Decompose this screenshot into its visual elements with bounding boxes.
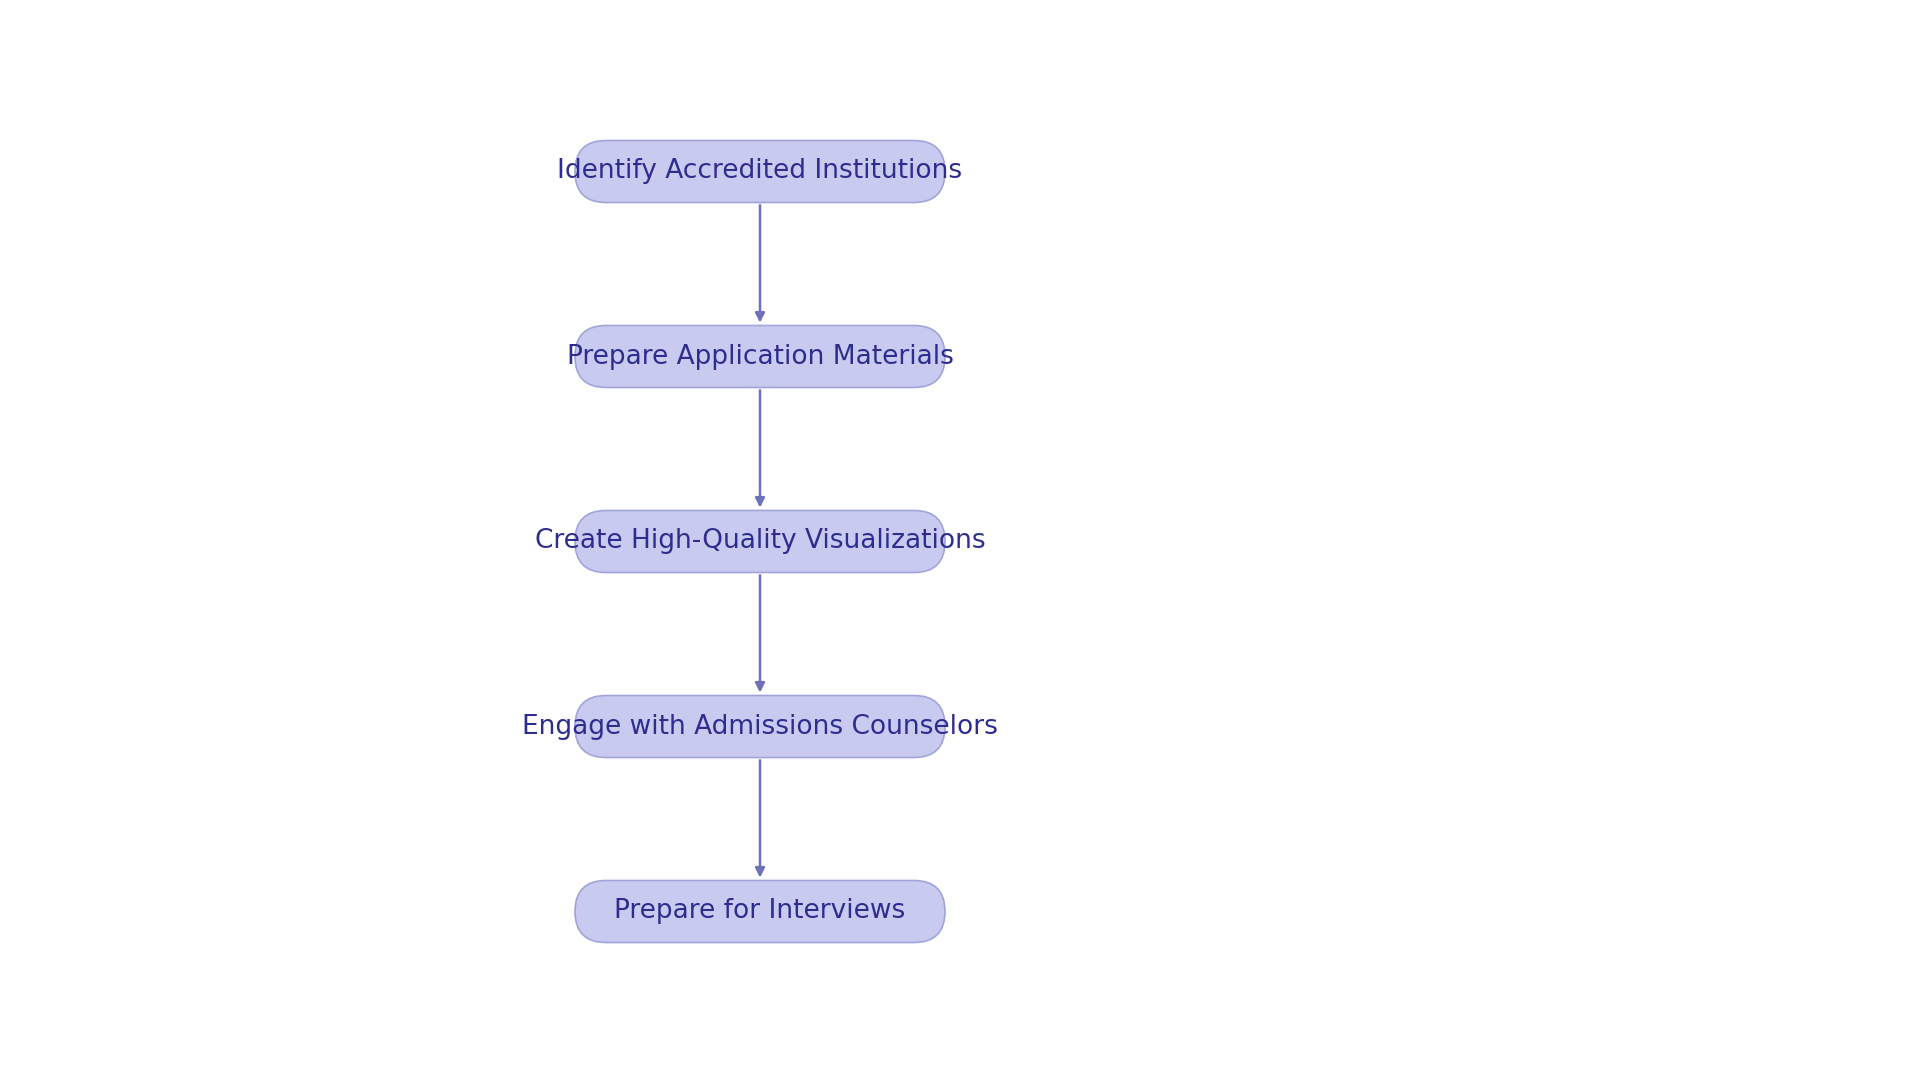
Text: Engage with Admissions Counselors: Engage with Admissions Counselors bbox=[522, 714, 998, 740]
FancyBboxPatch shape bbox=[574, 880, 945, 942]
FancyBboxPatch shape bbox=[574, 510, 945, 573]
FancyBboxPatch shape bbox=[574, 141, 945, 203]
Text: Prepare for Interviews: Prepare for Interviews bbox=[614, 899, 906, 925]
FancyBboxPatch shape bbox=[574, 326, 945, 388]
Text: Prepare Application Materials: Prepare Application Materials bbox=[566, 343, 954, 369]
FancyBboxPatch shape bbox=[574, 695, 945, 757]
Text: Identify Accredited Institutions: Identify Accredited Institutions bbox=[557, 158, 962, 184]
Text: Create High-Quality Visualizations: Create High-Quality Visualizations bbox=[534, 529, 985, 554]
